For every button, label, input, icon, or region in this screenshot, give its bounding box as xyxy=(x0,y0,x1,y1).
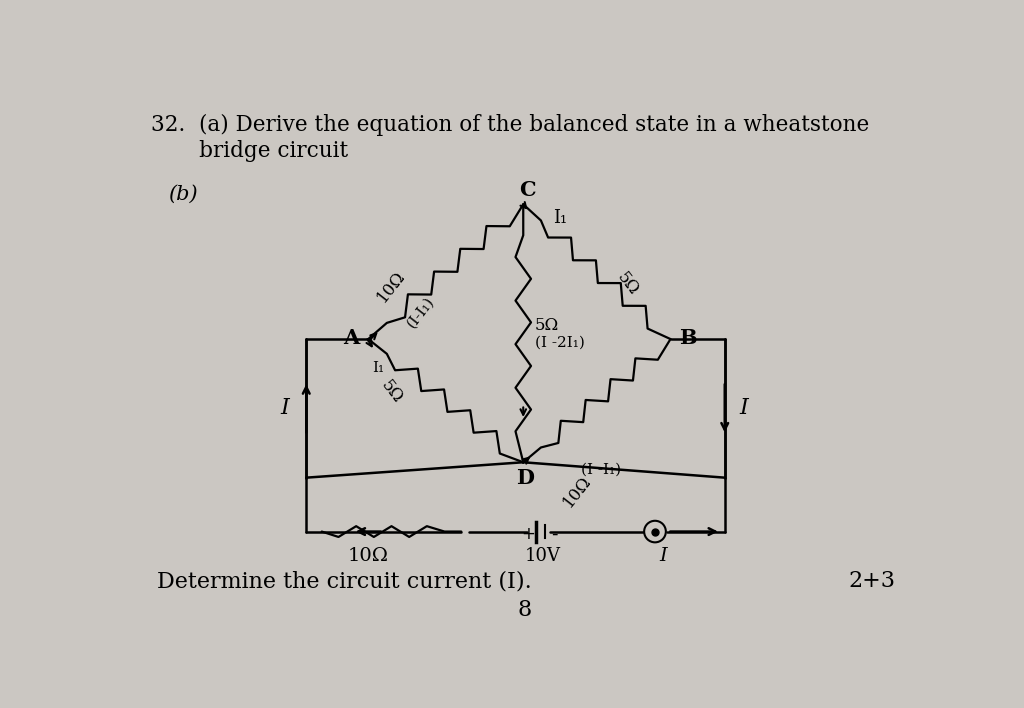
Text: -: - xyxy=(551,525,557,543)
Text: C: C xyxy=(519,181,536,200)
Text: B: B xyxy=(679,328,696,348)
Text: 10Ω: 10Ω xyxy=(348,547,389,565)
Text: bridge circuit: bridge circuit xyxy=(152,140,348,162)
Text: 8: 8 xyxy=(518,599,531,622)
Text: 5Ω: 5Ω xyxy=(613,269,642,298)
Text: I₁: I₁ xyxy=(553,209,567,227)
Text: I: I xyxy=(281,397,289,419)
Text: 10V: 10V xyxy=(524,547,560,565)
Text: (I -I₁): (I -I₁) xyxy=(581,463,621,477)
Text: 10Ω: 10Ω xyxy=(560,472,595,510)
Text: I₁: I₁ xyxy=(372,361,384,375)
Text: +: + xyxy=(521,525,535,543)
Text: Determine the circuit current (I).: Determine the circuit current (I). xyxy=(158,570,532,592)
Text: 32.  (a) Derive the equation of the balanced state in a wheatstone: 32. (a) Derive the equation of the balan… xyxy=(152,114,869,137)
Text: 5Ω: 5Ω xyxy=(535,317,559,334)
Text: A: A xyxy=(343,328,359,348)
Text: I: I xyxy=(658,547,667,565)
Text: (I -2I₁): (I -2I₁) xyxy=(535,336,585,350)
Text: 5Ω: 5Ω xyxy=(377,377,406,406)
Text: (I-I₁): (I-I₁) xyxy=(404,294,437,331)
Text: (b): (b) xyxy=(168,185,198,204)
Text: D: D xyxy=(516,468,534,488)
Text: 2+3: 2+3 xyxy=(848,570,895,592)
Text: I: I xyxy=(739,397,749,419)
Text: 10Ω: 10Ω xyxy=(374,268,409,306)
